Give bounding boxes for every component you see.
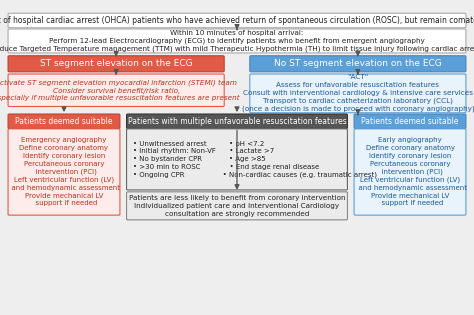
FancyBboxPatch shape (354, 129, 466, 215)
Text: Activate ST segment elevation myocardial infarction (STEMI) team
Consider surviv: Activate ST segment elevation myocardial… (0, 79, 239, 101)
Text: No ST segment elevation on the ECG: No ST segment elevation on the ECG (274, 59, 442, 68)
FancyBboxPatch shape (354, 114, 466, 129)
FancyBboxPatch shape (8, 129, 120, 215)
Text: Emergency angiography
Define coronary anatomy
Identify coronary lesion
Percutane: Emergency angiography Define coronary an… (8, 137, 120, 207)
Text: • Unwitnessed arrest          • pH <7.2
• Initial rhythm: Non-VF      • Lactate : • Unwitnessed arrest • pH <7.2 • Initial… (133, 140, 377, 178)
FancyBboxPatch shape (127, 192, 347, 220)
FancyBboxPatch shape (250, 56, 466, 72)
Text: Patients are less likely to benefit from coronary intervention
Individualized pa: Patients are less likely to benefit from… (129, 195, 345, 217)
Text: Patients deemed suitable: Patients deemed suitable (361, 117, 459, 126)
Text: Patients deemed suitable: Patients deemed suitable (15, 117, 113, 126)
FancyBboxPatch shape (127, 114, 347, 129)
Text: Patients with multiple unfavorable resuscitation features: Patients with multiple unfavorable resus… (128, 117, 346, 126)
FancyBboxPatch shape (250, 74, 466, 113)
FancyBboxPatch shape (127, 129, 347, 190)
Text: Out of hospital cardiac arrest (OHCA) patients who have achieved return of spont: Out of hospital cardiac arrest (OHCA) pa… (0, 16, 474, 25)
FancyBboxPatch shape (8, 56, 224, 72)
FancyBboxPatch shape (8, 74, 224, 106)
FancyBboxPatch shape (8, 29, 466, 53)
Text: "ACT"
Assess for unfavorable resuscitation features
Consult with interventional : "ACT" Assess for unfavorable resuscitati… (242, 74, 474, 112)
FancyBboxPatch shape (8, 13, 466, 28)
Text: Within 10 minutes of hospital arrival:
Perform 12-lead Electrocardiography (ECG): Within 10 minutes of hospital arrival: P… (0, 30, 474, 52)
Text: Early angiography
Define coronary anatomy
Identify coronary lesion
Percutaneous : Early angiography Define coronary anatom… (354, 137, 466, 207)
FancyBboxPatch shape (8, 114, 120, 129)
Text: ST segment elevation on the ECG: ST segment elevation on the ECG (40, 59, 192, 68)
